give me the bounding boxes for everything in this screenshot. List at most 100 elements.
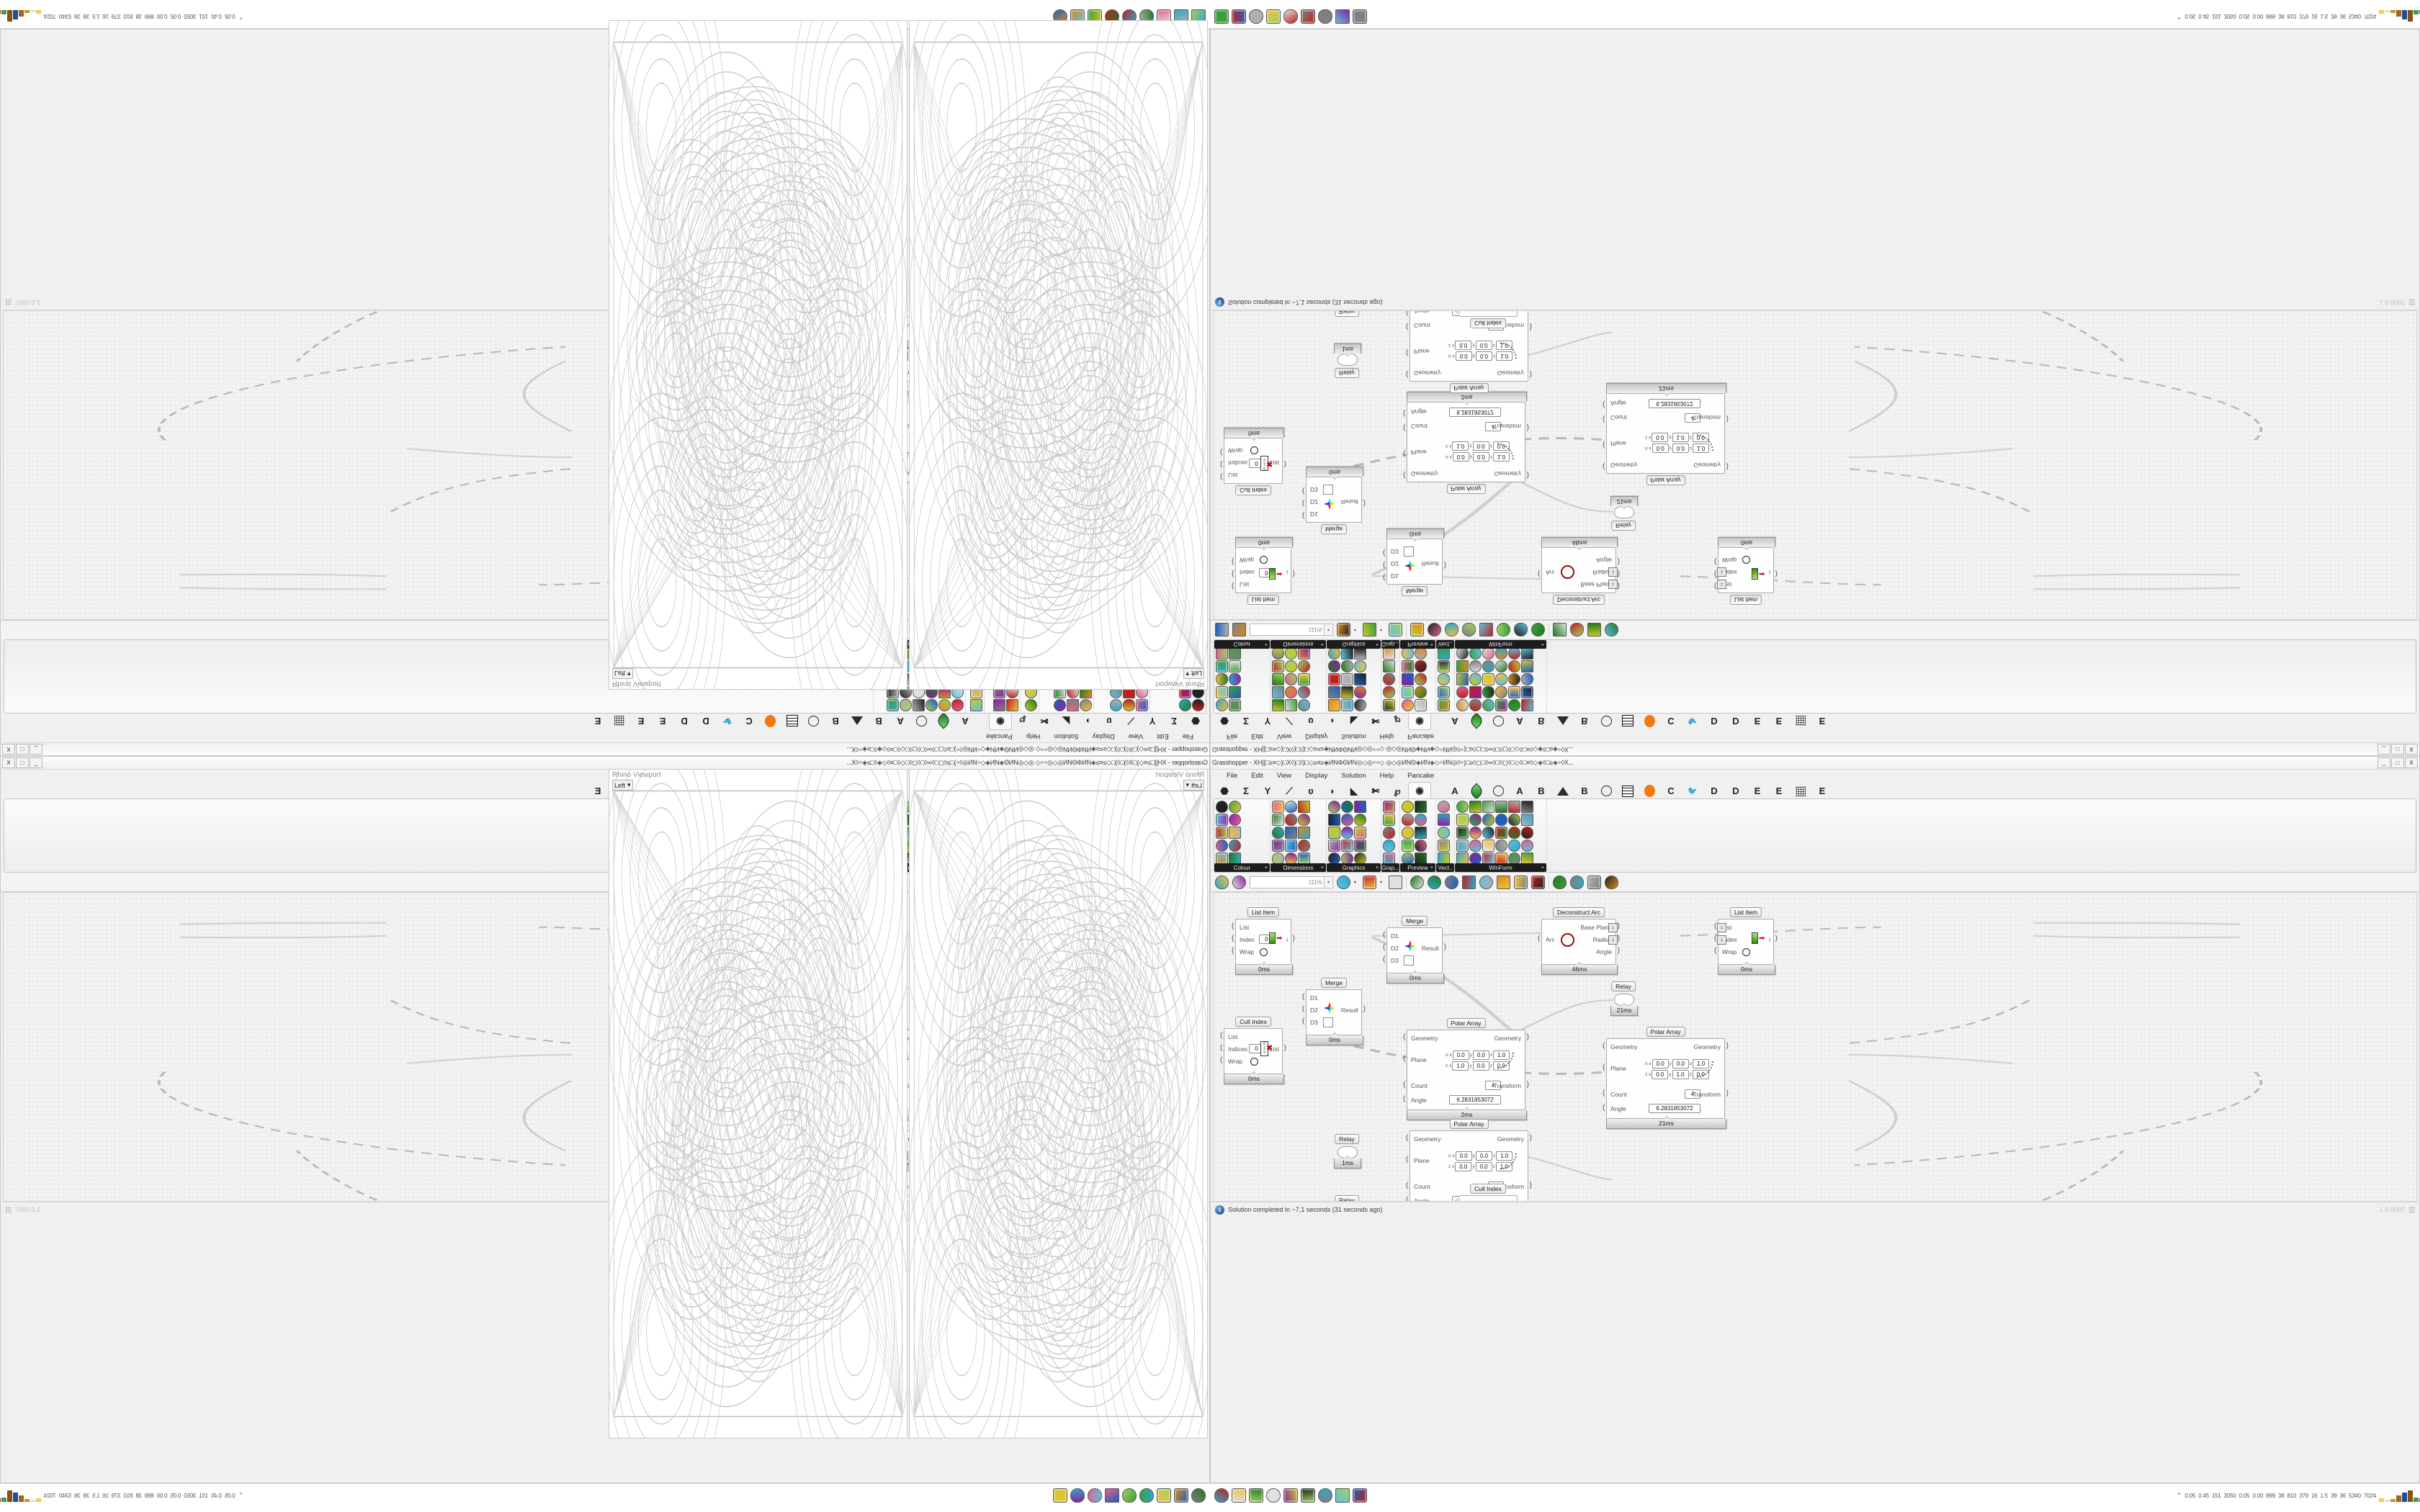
input-port-geometry[interactable]: (: [1406, 1134, 1409, 1142]
input-port-index[interactable]: (: [1714, 935, 1717, 942]
component-name-relay-1[interactable]: Relay: [1611, 981, 1636, 991]
output-port-result[interactable]: ): [1363, 499, 1366, 507]
plane-value-z-x[interactable]: 0.0: [1652, 433, 1669, 442]
plane-value-z-y[interactable]: 0.0: [1475, 1162, 1492, 1171]
plane-value-o-x[interactable]: 0.0: [1455, 351, 1472, 361]
component-name-merge-2[interactable]: Merge: [1320, 524, 1348, 534]
input-port-index[interactable]: (: [1232, 570, 1234, 577]
plane-value-o-x[interactable]: 0.0: [1652, 444, 1669, 453]
menu-file[interactable]: File: [1182, 732, 1193, 740]
component-name-list-item-1[interactable]: List Item: [1247, 907, 1280, 917]
input-port-d1[interactable]: (: [1302, 993, 1305, 1001]
ribbon-tab-9[interactable]: [1639, 783, 1660, 798]
input-port-wrap[interactable]: (: [1220, 448, 1223, 456]
chevron-down-icon[interactable]: ▾: [1380, 627, 1383, 632]
ribbon-tab-4[interactable]: B: [1538, 786, 1545, 796]
menu-edit[interactable]: Edit: [1251, 732, 1263, 740]
input-port-geometry[interactable]: (: [1603, 1042, 1605, 1050]
ribbon-tab-sigma-icon[interactable]: Σ: [1243, 716, 1249, 726]
plane-value-o-y[interactable]: 0.0: [1472, 1050, 1489, 1060]
output-port-radius[interactable]: ): [1617, 570, 1620, 577]
ribbon-tab-drop-icon[interactable]: ◗: [1330, 716, 1335, 726]
expand-icon[interactable]: +: [1264, 642, 1268, 647]
close-button[interactable]: X: [2405, 757, 2418, 768]
ribbon-tab-5[interactable]: [1552, 714, 1574, 729]
plane-value-o-y[interactable]: 0.0: [1672, 444, 1689, 453]
input-port-geometry[interactable]: (: [1403, 1033, 1406, 1041]
component-relay-2[interactable]: Relay 1ms: [1334, 1134, 1361, 1169]
taskbar-app-olive-icon[interactable]: [1157, 1488, 1171, 1503]
close-button[interactable]: X: [2, 744, 15, 755]
plane-value-z-x[interactable]: 0.0: [1455, 341, 1472, 350]
ribbon-tab-14[interactable]: E: [1754, 786, 1761, 796]
input-port-angle[interactable]: (: [1603, 400, 1605, 408]
output-port-angle[interactable]: ): [1617, 557, 1620, 565]
ribbon-tab-0[interactable]: A: [1451, 716, 1458, 726]
menu-solution[interactable]: Solution: [1054, 732, 1079, 740]
input-port-d2[interactable]: (: [1383, 943, 1386, 951]
expand-icon[interactable]: +: [1430, 642, 1433, 647]
input-port-list[interactable]: (: [1232, 582, 1234, 590]
ribbon-tab-12[interactable]: D: [1711, 716, 1718, 726]
menu-help[interactable]: Help: [1026, 732, 1041, 740]
menu-display[interactable]: Display: [1092, 732, 1115, 740]
ribbon-tab-16[interactable]: [1790, 783, 1811, 798]
component-name-cull-index-2[interactable]: Cull Index: [1470, 318, 1506, 328]
ribbon-tab-hexagon-icon[interactable]: ⬣: [1220, 785, 1229, 796]
expand-icon[interactable]: +: [1375, 865, 1379, 870]
ribbon-tab-7[interactable]: [803, 714, 825, 729]
resize-grip[interactable]: [5, 299, 12, 306]
component-relay-1[interactable]: Relay 21ms: [1610, 981, 1638, 1016]
chevron-down-icon[interactable]: ▾: [1380, 880, 1383, 885]
ribbon-tab-cone-icon[interactable]: ◣: [1350, 716, 1358, 727]
input-port-angle[interactable]: (: [1406, 310, 1409, 316]
ribbon-tab-2[interactable]: [911, 714, 933, 729]
ribbon-tab-16[interactable]: [609, 714, 630, 729]
component-body-list-item-2[interactable]: List(Index(Wrap(↓↓➡i): [1714, 919, 1778, 965]
ribbon-tab-11[interactable]: 🐦: [722, 716, 732, 725]
maximize-button[interactable]: □: [2391, 757, 2404, 768]
ribbon-tab-arrow-icon[interactable]: ⟋: [1286, 785, 1293, 796]
menu-pancake[interactable]: Pancake: [1407, 772, 1435, 780]
input-port-wrap[interactable]: (: [1232, 557, 1234, 565]
ribbon-tab-0[interactable]: A: [1451, 786, 1458, 796]
angle-value-input[interactable]: 6.2831853072: [1449, 1095, 1501, 1104]
menu-edit[interactable]: Edit: [1251, 772, 1263, 780]
input-port-d3[interactable]: (: [1302, 1017, 1305, 1025]
taskbar-app-terminal-icon[interactable]: [1053, 1488, 1067, 1503]
ribbon-tab-8[interactable]: [781, 714, 803, 729]
rhino-viewport-3[interactable]: Rhino Viewport Left ▾: [609, 769, 908, 1439]
ribbon-tab-17[interactable]: E: [594, 716, 601, 726]
input-port-d1[interactable]: (: [1383, 573, 1386, 581]
ribbon-tab-spiral-icon[interactable]: ʋ: [1308, 786, 1314, 796]
input-port-wrap[interactable]: (: [1220, 1056, 1223, 1064]
plane-value-z-y[interactable]: 0.0: [1475, 341, 1492, 350]
ribbon-tab-6[interactable]: B: [1581, 716, 1588, 726]
input-port-d2[interactable]: (: [1302, 1005, 1305, 1013]
ribbon-tab-sigma-icon[interactable]: Σ: [1243, 786, 1249, 796]
component-name-merge-1[interactable]: Merge: [1401, 586, 1428, 596]
component-name-list-item-2[interactable]: List Item: [1729, 907, 1762, 917]
expand-icon[interactable]: +: [1375, 642, 1379, 647]
ribbon-tab-3[interactable]: A: [897, 716, 904, 726]
input-port-d2[interactable]: (: [1383, 561, 1386, 569]
wrap-toggle[interactable]: [1250, 1058, 1258, 1066]
input-port-arc[interactable]: (: [1538, 935, 1541, 942]
ribbon-tab-17[interactable]: E: [1819, 786, 1826, 796]
ribbon-tab-13[interactable]: D: [1732, 716, 1739, 726]
output-port-geometry[interactable]: ): [1726, 1042, 1729, 1050]
component-name-cull-index-2[interactable]: Cull Index: [1470, 1184, 1506, 1194]
ribbon-tab-6[interactable]: B: [832, 716, 839, 726]
component-name-relay-3[interactable]: Relay: [1335, 1195, 1359, 1201]
taskbar-app-blender-icon[interactable]: [1232, 9, 1246, 24]
window-titlebar[interactable]: Grasshopper - XH|]□≥≡◇)□X◊)□◊)□◇≥≡≥◈ИNΦΘ…: [1211, 742, 2419, 755]
expand-icon[interactable]: +: [1541, 865, 1544, 870]
output-port-i[interactable]: ): [1775, 935, 1778, 942]
